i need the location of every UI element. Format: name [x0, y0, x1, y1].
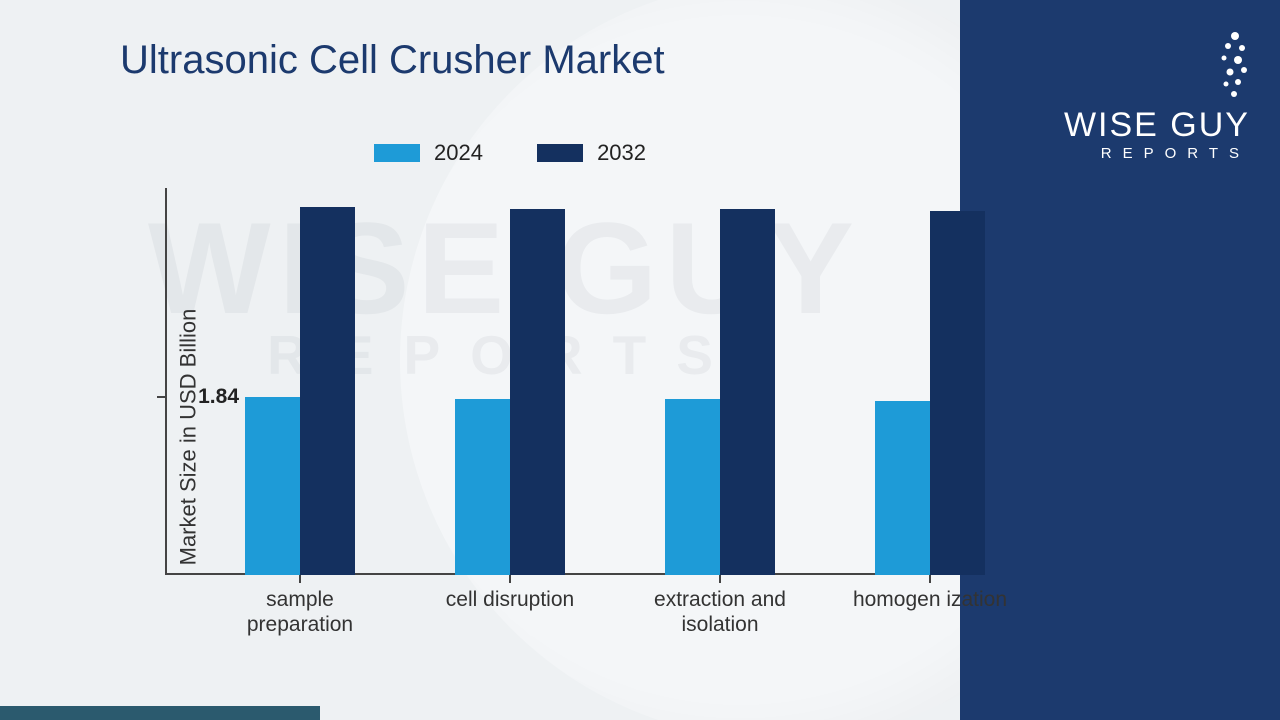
x-tick — [509, 575, 511, 583]
bottom-accent-bar — [0, 706, 320, 720]
logo-line2: REPORTS — [1064, 146, 1250, 161]
x-tick — [929, 575, 931, 583]
bar-2024 — [875, 401, 930, 575]
legend-label-2032: 2032 — [597, 140, 646, 166]
x-tick — [299, 575, 301, 583]
plot-region: sample preparation cell disruption extract… — [165, 188, 950, 575]
brand-logo: WISE GUY REPORTS — [1064, 24, 1250, 161]
category-label: extraction and isolation — [635, 575, 805, 637]
head-dots-icon — [1180, 24, 1250, 104]
bar-2032 — [510, 209, 565, 575]
legend: 2024 2032 — [70, 140, 950, 168]
bar-2024 — [665, 399, 720, 575]
category-label: sample preparation — [215, 575, 385, 637]
x-tick — [719, 575, 721, 583]
value-label: 1.84 — [198, 385, 245, 409]
legend-item-2024: 2024 — [374, 140, 483, 166]
bar-2032 — [720, 209, 775, 575]
legend-label-2024: 2024 — [434, 140, 483, 166]
y-tick — [157, 396, 165, 398]
legend-item-2032: 2032 — [537, 140, 646, 166]
bar-2024 — [245, 397, 300, 575]
bar-2032 — [300, 207, 355, 575]
bar-group: homogen ization — [875, 211, 985, 575]
logo-line1: WISE GUY — [1064, 108, 1250, 142]
chart-canvas: WISE GUY REPORTS Ultrasonic Cell Crusher… — [0, 0, 1280, 720]
bar-group: sample preparation — [245, 207, 355, 575]
bar-2024 — [455, 399, 510, 575]
y-axis-line — [165, 188, 167, 575]
legend-swatch-2024 — [374, 144, 420, 162]
chart-area: Market Size in USD Billion 2024 2032 sam… — [70, 140, 950, 680]
bar-group: cell disruption — [455, 209, 565, 575]
chart-title: Ultrasonic Cell Crusher Market — [120, 38, 665, 83]
bar-group: extraction and isolation — [665, 209, 775, 575]
bar-2032 — [930, 211, 985, 575]
legend-swatch-2032 — [537, 144, 583, 162]
